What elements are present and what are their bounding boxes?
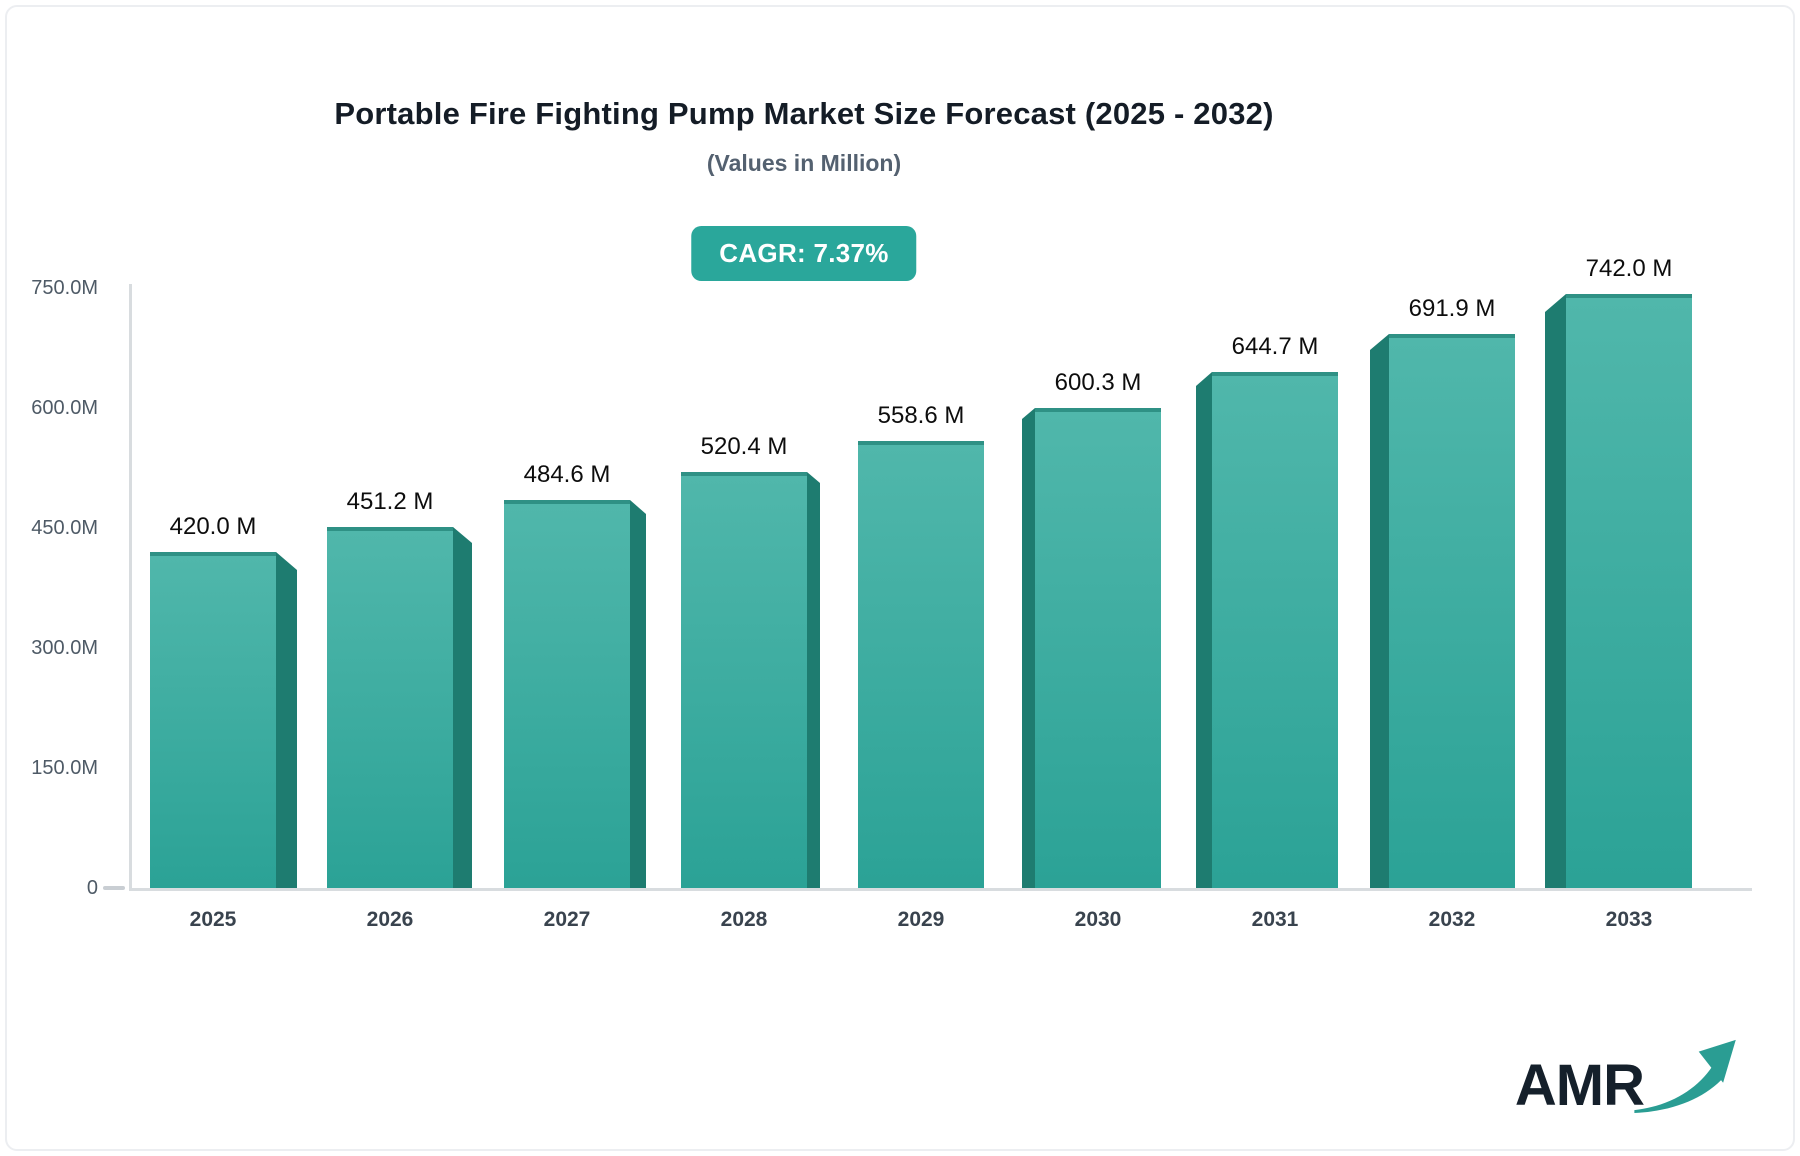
- bar-value-label: 520.4 M: [700, 433, 788, 460]
- x-tick-label: 2027: [543, 908, 591, 931]
- bar-value-label: 691.9 M: [1408, 295, 1496, 322]
- x-tick-label: 2030: [1074, 908, 1122, 931]
- bar-side-2033: [1545, 294, 1566, 888]
- cagr-badge: CAGR: 7.37%: [691, 226, 917, 281]
- bar-2031: [1212, 372, 1338, 888]
- bar-value-label: 742.0 M: [1585, 255, 1673, 282]
- bar-2026: [327, 527, 453, 888]
- bar-2025: [150, 552, 276, 888]
- growth-arrow-icon: [1634, 1039, 1736, 1114]
- bar-side-2030: [1022, 408, 1035, 888]
- y-tick-label: 150.0M: [31, 757, 98, 779]
- bar-2027: [504, 500, 630, 888]
- bar-side-2025: [276, 552, 297, 888]
- bar-side-2026: [453, 527, 472, 888]
- chart-subtitle: (Values in Million): [706, 150, 902, 176]
- y-tick-label: 0: [86, 877, 98, 899]
- bar-2029: [858, 441, 984, 888]
- x-tick-label: 2026: [366, 908, 414, 931]
- bar-2030: [1035, 408, 1161, 888]
- bar-value-label: 420.0 M: [169, 513, 257, 540]
- bar-value-label: 600.3 M: [1054, 369, 1142, 396]
- y-tick-label: 450.0M: [31, 517, 98, 539]
- x-tick-label: 2031: [1251, 908, 1299, 931]
- bar-value-label: 558.6 M: [877, 402, 965, 429]
- amr-logo: AMR: [1515, 1036, 1742, 1116]
- bar-2033: [1566, 294, 1692, 888]
- y-tick-label: 750.0M: [31, 277, 98, 299]
- x-tick-label: 2029: [897, 908, 945, 931]
- y-tick-label: 600.0M: [31, 397, 98, 419]
- bar-value-label: 484.6 M: [523, 461, 611, 488]
- x-tick-label: 2033: [1605, 908, 1653, 931]
- x-tick-label: 2032: [1428, 908, 1476, 931]
- y-axis-line: [129, 284, 132, 891]
- bar-side-2027: [630, 500, 646, 888]
- bar-side-2032: [1370, 334, 1389, 888]
- x-axis-line: [129, 888, 1752, 891]
- bar-value-label: 451.2 M: [346, 488, 434, 515]
- x-tick-label: 2028: [720, 908, 768, 931]
- bar-side-2031: [1196, 372, 1212, 888]
- bar-2032: [1389, 334, 1515, 888]
- amr-logo-text: AMR: [1514, 1053, 1645, 1118]
- chart-title: Portable Fire Fighting Pump Market Size …: [334, 96, 1274, 131]
- bar-value-label: 644.7 M: [1231, 333, 1319, 360]
- bar-2028: [681, 472, 807, 888]
- y-tick-label: 300.0M: [31, 637, 98, 659]
- y-tick-mark: [103, 886, 125, 890]
- x-tick-label: 2025: [189, 908, 237, 931]
- bar-side-2028: [807, 472, 820, 888]
